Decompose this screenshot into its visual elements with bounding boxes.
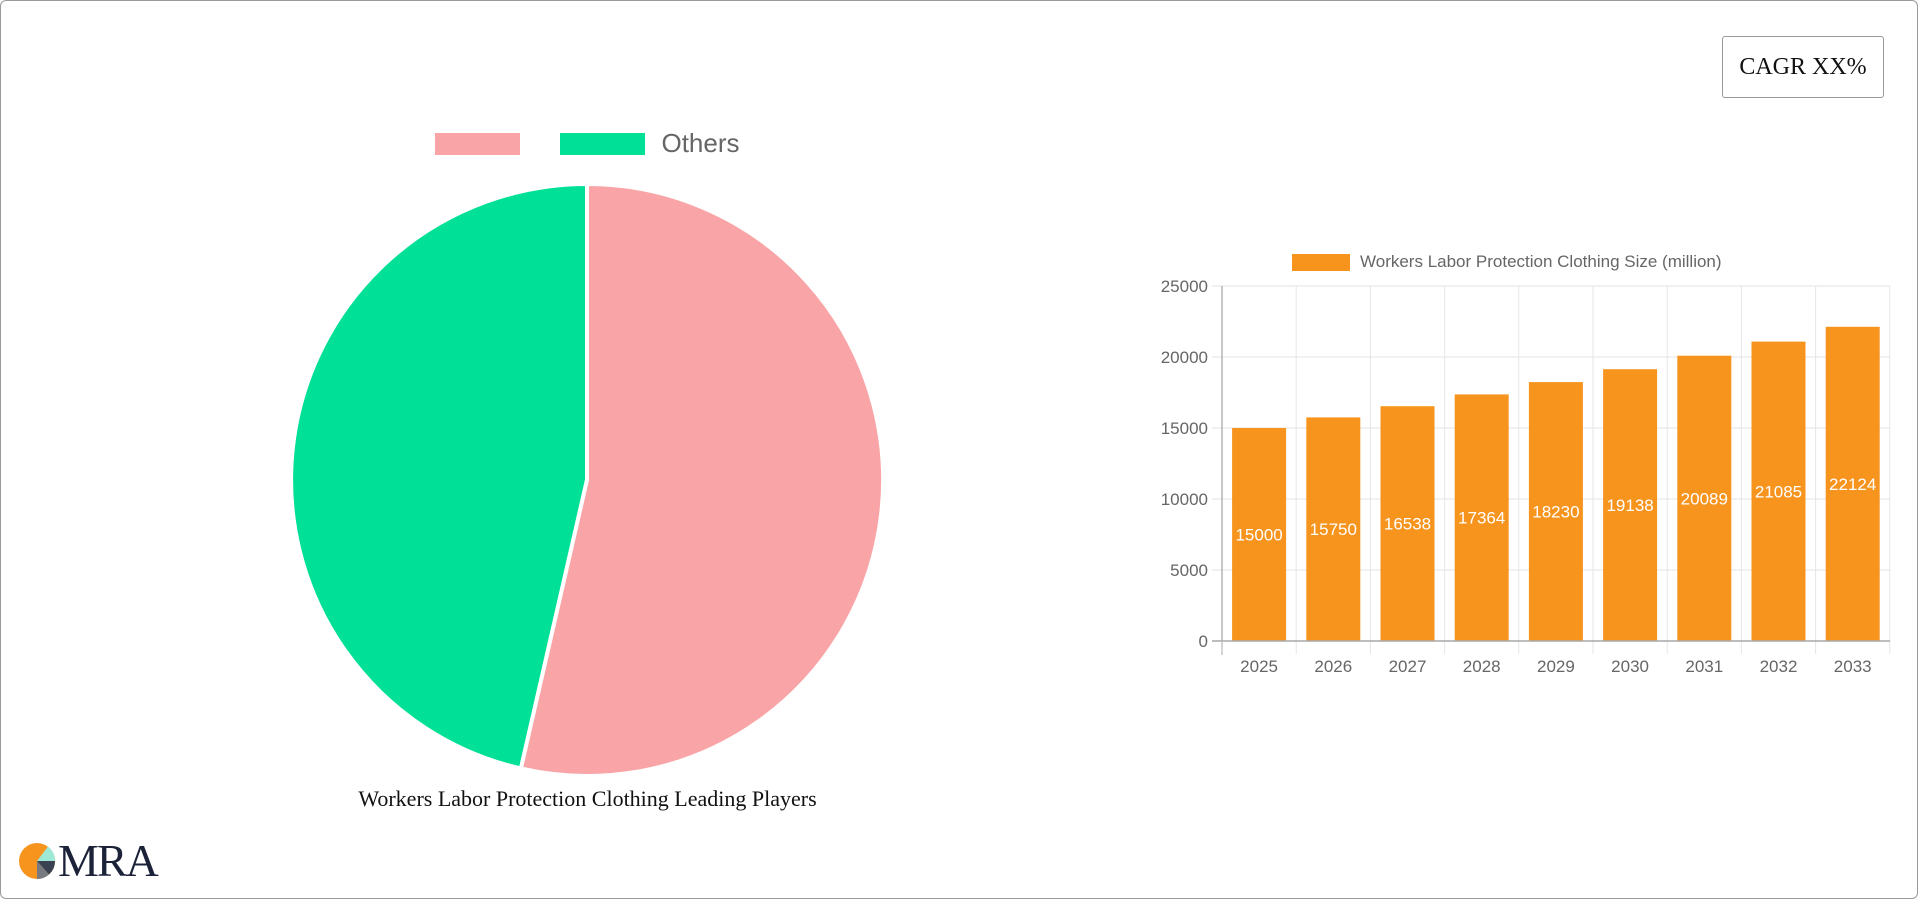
bar-value-label: 19138 (1606, 496, 1653, 515)
x-tick-label: 2031 (1685, 657, 1723, 676)
bar-chart: 15000 15750 16538 17364 18230 19138 2008… (1161, 277, 1891, 676)
bar-value-label: 17364 (1458, 509, 1505, 528)
pie-caption: Workers Labor Protection Clothing Leadin… (358, 786, 817, 811)
x-tick-label: 2028 (1463, 657, 1501, 676)
bar-legend[interactable]: Workers Labor Protection Clothing Size (… (1292, 252, 1722, 272)
legend-swatch-orange (1292, 253, 1350, 271)
cagr-label: CAGR XX% (1739, 53, 1867, 80)
x-tick-labels: 2025 2026 2027 2028 2029 2030 2031 2032 … (1240, 657, 1871, 676)
bar-value-label: 15750 (1310, 520, 1357, 539)
pie-legend-item-unnamed[interactable] (435, 132, 521, 155)
pie-legend-item-others[interactable]: Others (560, 128, 740, 159)
x-gridlines (1295, 286, 1891, 654)
pie-chart (289, 182, 886, 778)
bar-value-label: 18230 (1532, 503, 1579, 522)
legend-swatch-pink (435, 132, 521, 155)
bar-value-label: 20089 (1681, 489, 1728, 508)
bar-value-labels: 15000 15750 16538 17364 18230 19138 2008… (1235, 475, 1876, 545)
x-tick-label: 2032 (1760, 657, 1798, 676)
bar-legend-label: Workers Labor Protection Clothing Size (… (1360, 252, 1722, 271)
y-tick-labels: 25000 20000 15000 10000 5000 0 (1161, 277, 1208, 651)
bar-value-label: 22124 (1829, 475, 1876, 494)
bar-2026[interactable] (1306, 417, 1361, 641)
x-tick-label: 2026 (1314, 657, 1352, 676)
y-tick-label: 5000 (1170, 561, 1208, 580)
bar-2032[interactable] (1751, 341, 1806, 641)
bar-2029[interactable] (1528, 382, 1583, 641)
x-tick-label: 2030 (1611, 657, 1649, 676)
pie-legend: Others (0, 128, 1175, 159)
logo-text: MRA (58, 835, 159, 886)
bar-2033[interactable] (1825, 326, 1880, 641)
y-tick-label: 0 (1199, 632, 1208, 651)
legend-swatch-green (560, 132, 646, 155)
x-tick-label: 2033 (1834, 657, 1872, 676)
legend-label: Others (661, 128, 740, 158)
x-tick-label: 2027 (1389, 657, 1427, 676)
x-tick-label: 2029 (1537, 657, 1575, 676)
bar-value-label: 16538 (1384, 515, 1431, 534)
bar-2030[interactable] (1603, 369, 1658, 641)
y-tick-label: 20000 (1161, 348, 1208, 367)
bar-2027[interactable] (1380, 406, 1435, 641)
pie-slice-leading-player[interactable] (518, 182, 886, 778)
y-tick-label: 25000 (1161, 277, 1208, 296)
x-tick-label: 2025 (1240, 657, 1278, 676)
pie-slice-others[interactable] (289, 182, 589, 771)
y-tick-label: 15000 (1161, 419, 1208, 438)
y-tick-label: 10000 (1161, 490, 1208, 509)
bars (1232, 326, 1880, 641)
mra-logo: MRA (18, 835, 159, 886)
bar-value-label: 21085 (1755, 482, 1802, 501)
bar-value-label: 15000 (1235, 526, 1282, 545)
bar-2031[interactable] (1677, 355, 1732, 641)
logo-pie-icon (19, 843, 56, 880)
cagr-badge: CAGR XX% (1722, 36, 1884, 98)
bar-2028[interactable] (1454, 394, 1509, 641)
bar-2025[interactable] (1232, 428, 1287, 641)
